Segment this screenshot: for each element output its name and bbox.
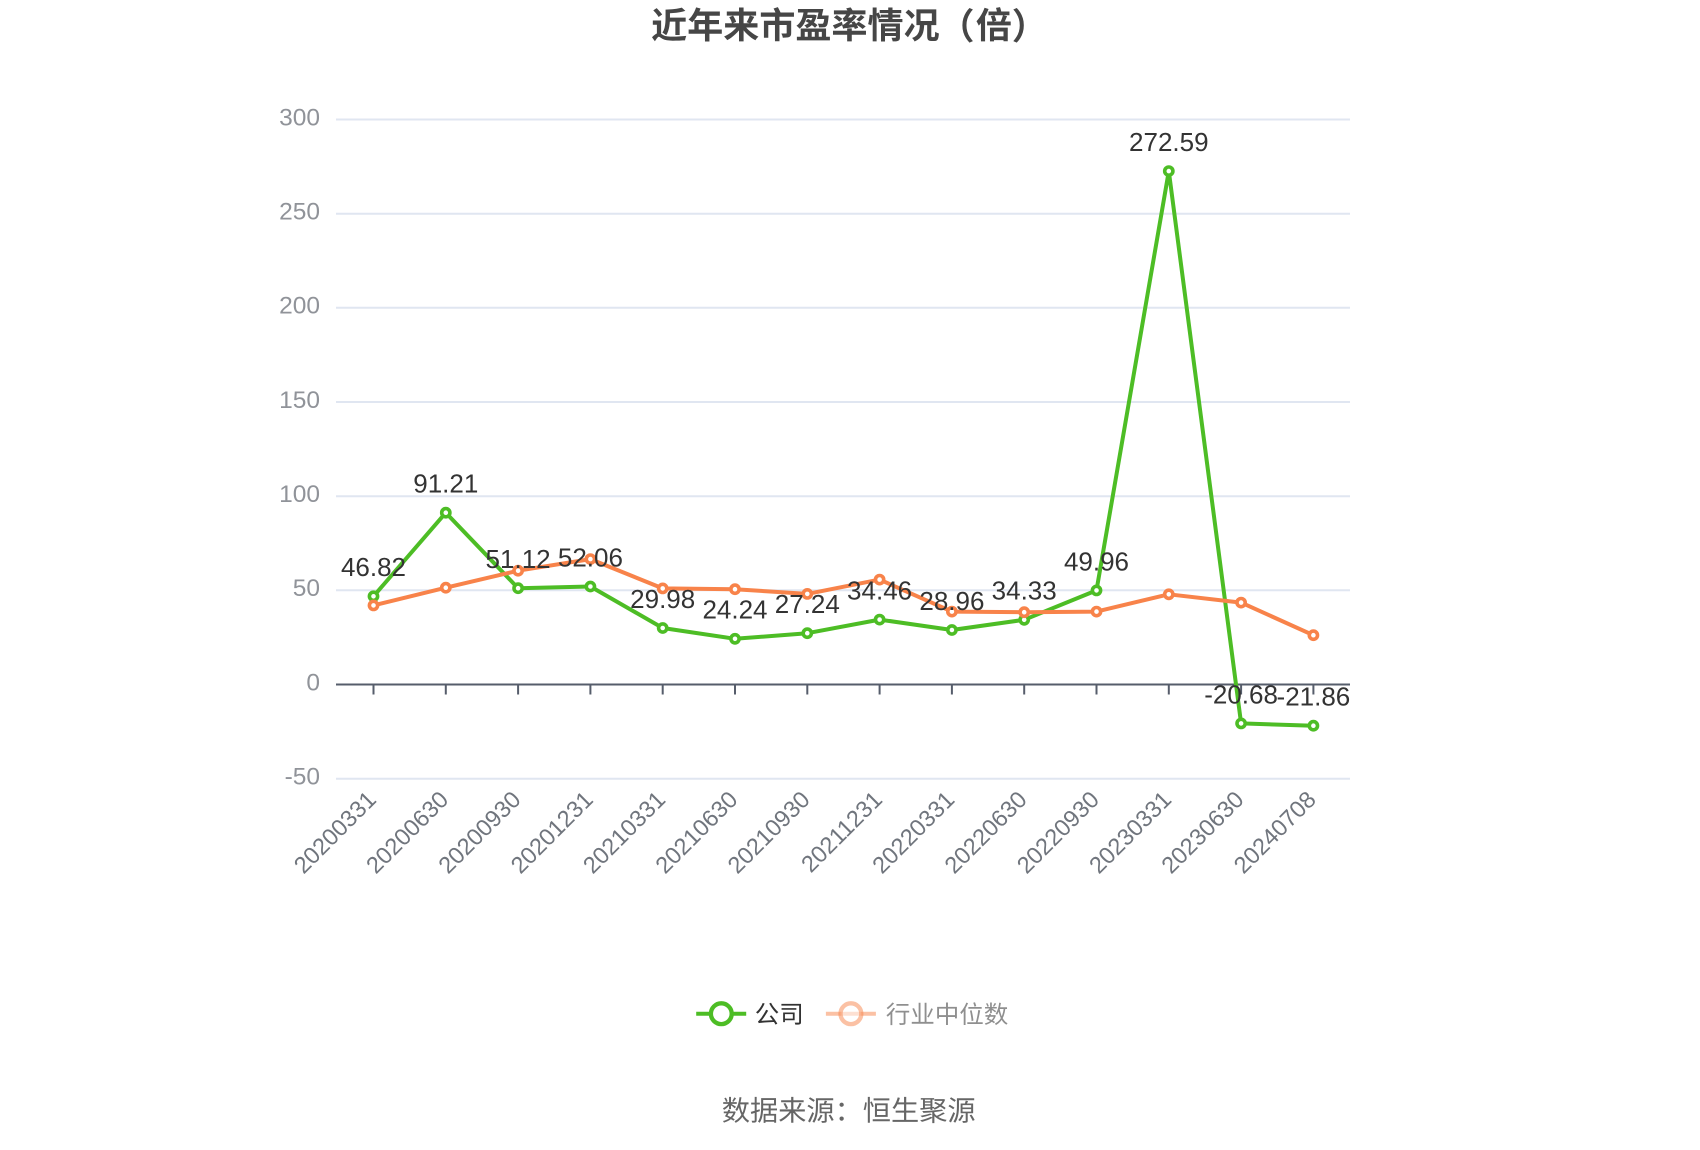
svg-text:300: 300 bbox=[279, 104, 320, 131]
svg-text:-21.86: -21.86 bbox=[1277, 682, 1351, 712]
svg-text:0: 0 bbox=[306, 669, 320, 696]
svg-text:34.46: 34.46 bbox=[847, 576, 912, 606]
svg-text:-50: -50 bbox=[285, 764, 320, 791]
svg-text:100: 100 bbox=[279, 481, 320, 508]
svg-text:46.82: 46.82 bbox=[341, 552, 406, 582]
svg-text:49.96: 49.96 bbox=[1064, 546, 1129, 576]
svg-text:34.33: 34.33 bbox=[992, 576, 1057, 606]
svg-text:27.24: 27.24 bbox=[775, 589, 840, 619]
svg-text:50: 50 bbox=[293, 575, 320, 602]
svg-text:28.96: 28.96 bbox=[919, 586, 984, 616]
svg-text:91.21: 91.21 bbox=[413, 469, 478, 499]
svg-text:52.06: 52.06 bbox=[558, 542, 623, 572]
svg-text:272.59: 272.59 bbox=[1129, 127, 1209, 157]
svg-text:24.24: 24.24 bbox=[702, 595, 767, 625]
svg-text:29.98: 29.98 bbox=[630, 584, 695, 614]
svg-text:-20.68: -20.68 bbox=[1204, 679, 1278, 709]
svg-text:150: 150 bbox=[279, 387, 320, 414]
svg-text:200: 200 bbox=[279, 293, 320, 320]
svg-text:51.12: 51.12 bbox=[486, 544, 551, 574]
svg-text:250: 250 bbox=[279, 199, 320, 226]
